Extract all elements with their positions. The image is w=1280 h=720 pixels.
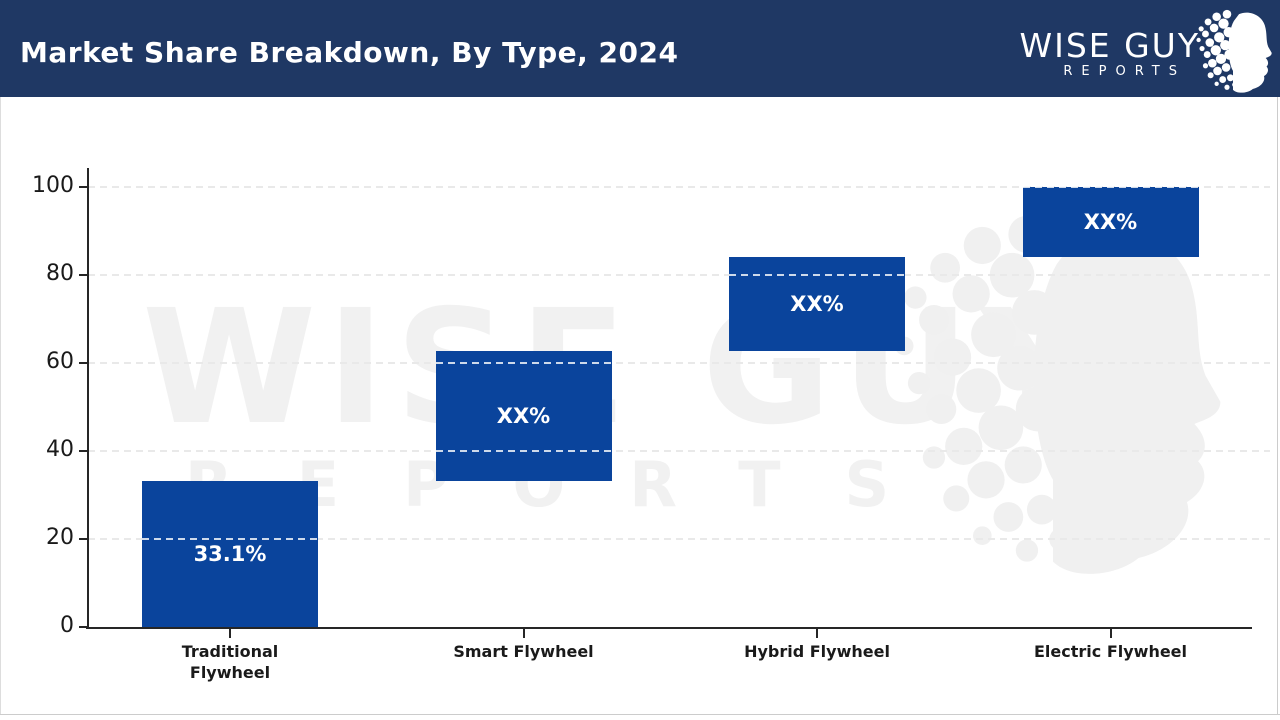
left-border [0,97,1,714]
x-tick [229,629,231,638]
header-banner: Market Share Breakdown, By Type, 2024 WI… [0,0,1280,97]
gridline-over-bar [435,450,612,452]
gridline-over-bar [142,538,318,540]
brand-logo: WISE GUY REPORTS [1019,4,1272,94]
bar-value-label: XX% [790,292,844,317]
x-tick [816,629,818,638]
gridline [88,450,1270,452]
y-tick [79,626,88,628]
page-title: Market Share Breakdown, By Type, 2024 [20,36,679,69]
bottom-border [0,714,1280,715]
bar-value-label: XX% [1083,209,1138,234]
y-tick [79,538,88,540]
watermark-face-icon [894,215,1221,574]
bar-value-label: 33.1% [193,542,267,567]
y-tick-label: 20 [46,525,74,550]
x-axis [86,627,1252,629]
gridline [88,362,1270,364]
y-tick [79,186,88,188]
y-tick-label: 0 [60,613,74,638]
gridline [88,274,1270,276]
y-tick-label: 40 [46,437,74,462]
logo-face-icon [1196,9,1272,93]
bar-traditional-flywheel [142,481,318,627]
y-tick-label: 80 [46,261,74,286]
x-tick [1109,629,1112,638]
gridline-over-bar [1022,186,1199,188]
bar-value-label: XX% [496,404,551,429]
x-tick-label: Hybrid Flywheel [744,642,890,661]
y-tick [79,274,88,276]
y-axis [87,168,89,629]
x-tick-label: Electric Flywheel [1033,642,1188,661]
y-tick-label: 100 [32,173,74,198]
x-tick-label: Traditional Flywheel [181,642,279,682]
logo-subtext: REPORTS [1063,64,1186,79]
right-border [1277,97,1278,714]
y-tick-label: 60 [46,349,74,374]
bar-smart-flywheel [435,351,612,482]
x-tick-label: Smart Flywheel [453,642,594,661]
y-tick [79,362,88,364]
bar-electric-flywheel [1022,187,1199,257]
x-tick [522,629,525,638]
logo-wordmark: WISE GUY [1019,26,1200,65]
gridline-over-bar [729,274,905,276]
gridline-over-bar [435,362,612,364]
y-tick [79,450,88,452]
gridline [88,538,1270,540]
gridline [88,186,1270,188]
bar-hybrid-flywheel [729,256,905,352]
